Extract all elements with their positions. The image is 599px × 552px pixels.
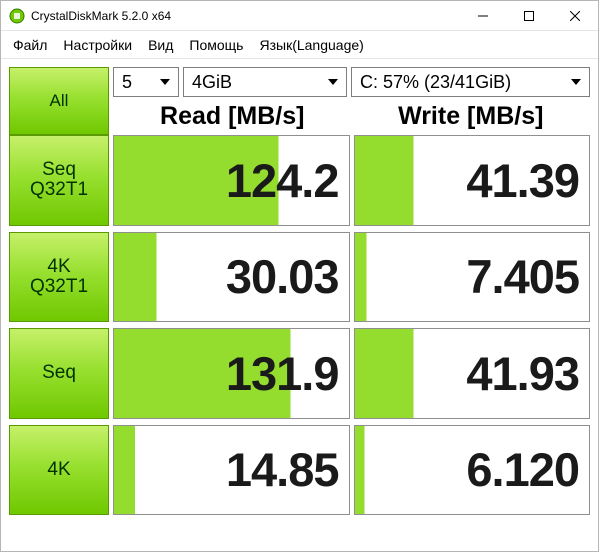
maximize-button[interactable] bbox=[506, 1, 552, 30]
titlebar: CrystalDiskMark 5.2.0 x64 bbox=[1, 1, 598, 31]
close-button[interactable] bbox=[552, 1, 598, 30]
result-row: 4K 14.856.120 bbox=[9, 425, 590, 516]
footer-space bbox=[9, 515, 590, 543]
write-value-cell: 6.120 bbox=[354, 425, 591, 516]
header-write: Write [MB/s] bbox=[352, 99, 591, 133]
menu-view[interactable]: Вид bbox=[142, 35, 179, 55]
test-label-line2: Q32T1 bbox=[30, 277, 88, 297]
test-count-select[interactable]: 5 bbox=[113, 67, 179, 97]
menu-file[interactable]: Файл bbox=[7, 35, 53, 55]
minimize-button[interactable] bbox=[460, 1, 506, 30]
test-button[interactable]: 4K bbox=[9, 425, 109, 516]
test-label-line1: Seq bbox=[42, 363, 76, 383]
read-value-cell: 14.85 bbox=[113, 425, 350, 516]
chevron-down-icon bbox=[567, 79, 585, 85]
test-button[interactable]: 4KQ32T1 bbox=[9, 232, 109, 323]
controls-row: All 5 4GiB C: 57% (23/41GiB) bbox=[9, 67, 590, 135]
test-label-line1: 4K bbox=[47, 257, 70, 277]
test-button[interactable]: SeqQ32T1 bbox=[9, 135, 109, 226]
test-label-line1: Seq bbox=[42, 160, 76, 180]
results-grid: SeqQ32T1124.241.394KQ32T130.037.405Seq13… bbox=[9, 135, 590, 515]
write-value-cell: 41.93 bbox=[354, 328, 591, 419]
chevron-down-icon bbox=[156, 79, 174, 85]
menu-help[interactable]: Помощь bbox=[183, 35, 249, 55]
test-size-value: 4GiB bbox=[192, 72, 232, 93]
result-row: 4KQ32T130.037.405 bbox=[9, 232, 590, 323]
menu-language[interactable]: Язык(Language) bbox=[253, 35, 369, 55]
test-label-line1: 4K bbox=[47, 460, 70, 480]
result-row: SeqQ32T1124.241.39 bbox=[9, 135, 590, 226]
read-value-cell: 124.2 bbox=[113, 135, 350, 226]
menu-settings[interactable]: Настройки bbox=[57, 35, 138, 55]
menubar: Файл Настройки Вид Помощь Язык(Language) bbox=[1, 31, 598, 59]
app-icon bbox=[9, 8, 25, 24]
window-title: CrystalDiskMark 5.2.0 x64 bbox=[31, 9, 460, 23]
test-label-line2: Q32T1 bbox=[30, 180, 88, 200]
test-count-value: 5 bbox=[122, 72, 132, 93]
all-button[interactable]: All bbox=[9, 67, 109, 135]
result-row: Seq 131.941.93 bbox=[9, 328, 590, 419]
write-value-cell: 7.405 bbox=[354, 232, 591, 323]
test-button[interactable]: Seq bbox=[9, 328, 109, 419]
window-controls bbox=[460, 1, 598, 30]
chevron-down-icon bbox=[324, 79, 342, 85]
header-read: Read [MB/s] bbox=[113, 99, 352, 133]
read-value-cell: 30.03 bbox=[113, 232, 350, 323]
drive-select[interactable]: C: 57% (23/41GiB) bbox=[351, 67, 590, 97]
read-value-cell: 131.9 bbox=[113, 328, 350, 419]
content-area: All 5 4GiB C: 57% (23/41GiB) bbox=[1, 59, 598, 551]
app-window: CrystalDiskMark 5.2.0 x64 Файл Настройки… bbox=[0, 0, 599, 552]
test-size-select[interactable]: 4GiB bbox=[183, 67, 347, 97]
write-value-cell: 41.39 bbox=[354, 135, 591, 226]
drive-value: C: 57% (23/41GiB) bbox=[360, 72, 511, 93]
